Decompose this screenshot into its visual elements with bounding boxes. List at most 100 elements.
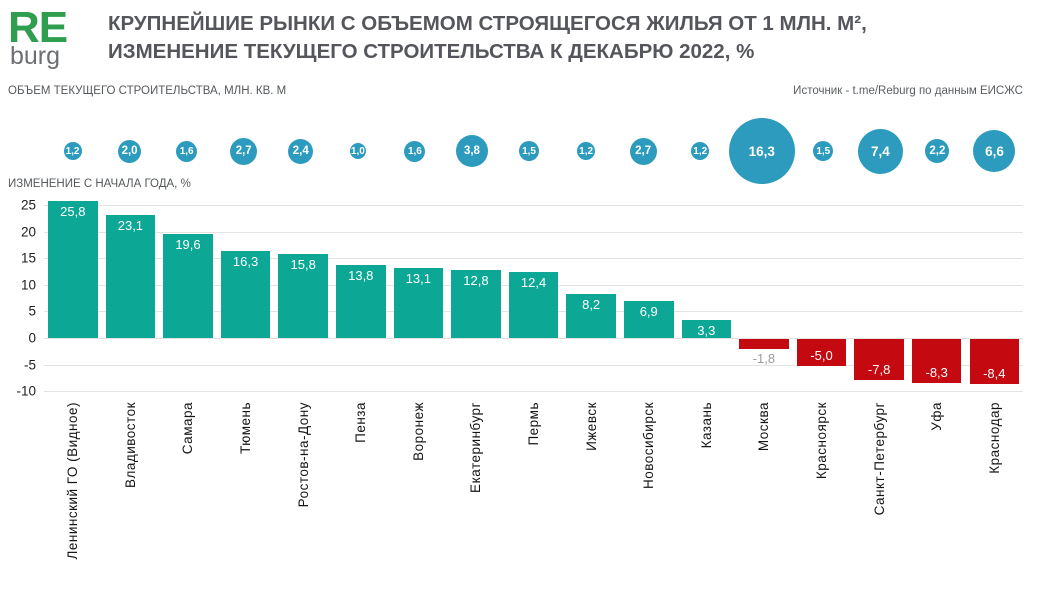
gridline	[44, 391, 1023, 393]
volume-bubble: 1,6	[404, 140, 426, 162]
bubble-cell: 1,2	[44, 142, 101, 160]
bar-column: 8,2	[562, 200, 620, 398]
bubble-cell: 1,5	[795, 141, 852, 161]
city-cell: Самара	[159, 402, 217, 602]
city-label: Воронеж	[410, 402, 426, 461]
volume-bubble: 16,3	[728, 118, 795, 184]
bar-column: 12,8	[447, 200, 505, 398]
bar-column: -1,8	[735, 200, 793, 398]
city-label: Владивосток	[122, 402, 138, 489]
bubble-cell: 2,2	[909, 139, 966, 163]
volume-bubble-row: 1,2 2,0 1,6 2,7 2,4 1,0 1,6 3,8 1,5 1,2 2,7 1,2 16,3…	[44, 114, 1023, 188]
city-cell: Владивосток	[102, 402, 160, 602]
bar-value-label: 13,8	[348, 267, 374, 283]
header: RE burg КРУПНЕЙШИЕ РЫНКИ С ОБЪЕМОМ СТРОЯ…	[8, 6, 1027, 69]
bar-value-label: -8,4	[983, 365, 1006, 381]
positive-change-bar: 23,1	[105, 215, 156, 338]
city-cell: Краснодар	[966, 402, 1024, 602]
positive-change-bar: 15,8	[278, 253, 328, 338]
city-cell: Ростов-на-Дону	[274, 402, 332, 602]
bar-column: 19,6	[159, 200, 217, 398]
y-axis-tick: -10	[16, 383, 36, 399]
page-title: КРУПНЕЙШИЕ РЫНКИ С ОБЪЕМОМ СТРОЯЩЕГОСЯ Ж…	[108, 6, 867, 69]
bubble-cell: 16,3	[728, 118, 795, 184]
bar-column: -7,8	[850, 200, 908, 398]
volume-bubble: 2,7	[230, 137, 258, 165]
bar-column: 15,8	[274, 200, 332, 398]
city-labels-row: Ленинский ГО (Видное) Владивосток Самара Тю…	[44, 402, 1023, 602]
volume-bubble: 1,0	[349, 143, 366, 159]
bar-column: 13,1	[390, 200, 448, 398]
negative-change-bar: -8,3	[911, 339, 962, 384]
bar-value-label: 3,3	[697, 323, 716, 339]
bar-value-label: 13,1	[405, 271, 432, 287]
bar-column: 12,4	[505, 200, 563, 398]
bubble-cell: 1,5	[501, 141, 558, 161]
bar-column: 13,8	[332, 200, 390, 398]
city-label: Пенза	[353, 402, 369, 443]
positive-change-bar: 6,9	[623, 301, 674, 338]
city-label: Уфа	[929, 402, 945, 431]
volume-bubble: 1,2	[63, 142, 82, 160]
bar-column: 6,9	[620, 200, 678, 398]
city-label: Пермь	[526, 402, 542, 446]
bar-value-label: 12,8	[463, 272, 489, 288]
y-axis-tick: -5	[23, 357, 36, 373]
bubble-cell: 1,0	[329, 143, 386, 159]
y-axis-tick: 20	[20, 224, 36, 240]
city-label: Самара	[180, 402, 196, 455]
positive-change-bar: 8,2	[566, 294, 616, 338]
negative-change-bar: -8,4	[969, 339, 1020, 384]
bubble-cell: 1,6	[386, 140, 443, 162]
city-cell: Новосибирск	[620, 402, 678, 602]
city-label: Москва	[756, 402, 772, 452]
bar-value-label: -5,0	[810, 347, 833, 363]
city-label: Ленинский ГО (Видное)	[65, 402, 81, 560]
city-cell: Тюмень	[217, 402, 275, 602]
bar-column: 3,3	[678, 200, 736, 398]
bar-column: -8,3	[908, 200, 966, 398]
bar-value-label: 8,2	[582, 297, 601, 313]
city-cell: Воронеж	[390, 402, 448, 602]
bar-columns: 25,8 23,1 19,6 16,3 15,8 13,8 13,1 12,8 12,4 8,2 6…	[44, 200, 1023, 398]
bubble-cell: 2,7	[615, 137, 672, 165]
y-axis-tick: 15	[20, 250, 36, 266]
city-cell: Екатеринбург	[447, 402, 505, 602]
city-cell: Ижевск	[562, 402, 620, 602]
bubble-cell: 3,8	[443, 135, 500, 167]
city-cell: Москва	[735, 402, 793, 602]
reburg-logo: RE burg	[8, 6, 108, 69]
y-axis-tick: 5	[28, 303, 36, 319]
city-label: Красноярск	[814, 402, 830, 480]
bar-value-label: 15,8	[290, 256, 316, 272]
bar-column: -5,0	[793, 200, 851, 398]
city-label: Краснодар	[986, 402, 1002, 474]
city-label: Ростов-на-Дону	[295, 402, 311, 508]
city-cell: Санкт-Петербург	[850, 402, 908, 602]
positive-change-bar: 12,8	[451, 269, 501, 338]
volume-axis-label: ОБЪЕМ ТЕКУЩЕГО СТРОИТЕЛЬСТВА, МЛН. КВ. М	[8, 85, 287, 97]
bubble-cell: 1,2	[672, 142, 729, 160]
bar-column: 16,3	[217, 200, 275, 398]
logo-re-text: RE	[8, 3, 68, 52]
bubble-cell: 2,7	[215, 137, 272, 165]
bar-value-label: 16,3	[232, 254, 259, 270]
city-label: Новосибирск	[641, 402, 657, 490]
volume-bubble: 6,6	[973, 130, 1016, 172]
source-note: Источник - t.me/Reburg по данным ЕИСЖС	[793, 85, 1023, 97]
city-cell: Красноярск	[793, 402, 851, 602]
gridline	[44, 258, 1023, 260]
bubble-cell: 1,6	[158, 140, 215, 162]
volume-bubble: 1,5	[519, 141, 540, 161]
city-label: Казань	[698, 402, 714, 449]
y-axis-tick: 10	[20, 277, 36, 293]
negative-change-bar: -1,8	[739, 339, 789, 366]
logo-burg-text: burg	[10, 42, 61, 70]
y-axis-tick: 25	[20, 197, 36, 213]
bar-column: 25,8	[44, 200, 102, 398]
bubble-cell: 2,0	[101, 139, 158, 163]
gridline	[44, 231, 1023, 233]
bubble-cell: 7,4	[852, 128, 909, 174]
positive-change-bar: 16,3	[220, 251, 271, 338]
